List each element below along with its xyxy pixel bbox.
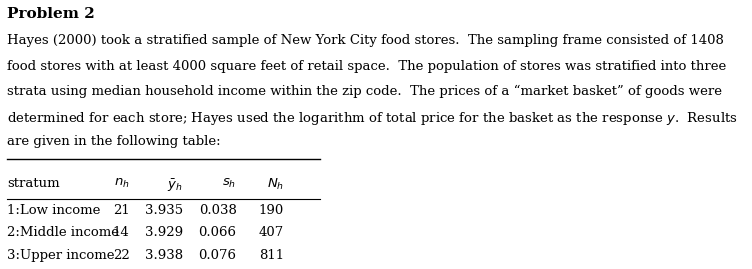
Text: 3.929: 3.929 [145, 226, 183, 239]
Text: 811: 811 [259, 249, 284, 262]
Text: 14: 14 [113, 226, 129, 239]
Text: 2:Middle income: 2:Middle income [8, 226, 120, 239]
Text: 190: 190 [259, 204, 284, 217]
Text: $n_h$: $n_h$ [114, 177, 129, 190]
Text: 21: 21 [113, 204, 129, 217]
Text: 3:Upper income: 3:Upper income [8, 249, 115, 262]
Text: stratum: stratum [8, 177, 60, 190]
Text: 3.938: 3.938 [145, 249, 183, 262]
Text: 22: 22 [113, 249, 129, 262]
Text: 3.935: 3.935 [145, 204, 183, 217]
Text: determined for each store; Hayes used the logarithm of total price for the baske: determined for each store; Hayes used th… [8, 110, 738, 127]
Text: Hayes (2000) took a stratified sample of New York City food stores.  The samplin: Hayes (2000) took a stratified sample of… [8, 34, 724, 47]
Text: 0.076: 0.076 [199, 249, 237, 262]
Text: 407: 407 [259, 226, 284, 239]
Text: 1:Low income: 1:Low income [8, 204, 101, 217]
Text: are given in the following table:: are given in the following table: [8, 135, 221, 148]
Text: food stores with at least 4000 square feet of retail space.  The population of s: food stores with at least 4000 square fe… [8, 60, 726, 73]
Text: 0.038: 0.038 [199, 204, 237, 217]
Text: $s_h$: $s_h$ [223, 177, 237, 190]
Text: strata using median household income within the zip code.  The prices of a “mark: strata using median household income wit… [8, 85, 723, 98]
Text: $\bar{y}_h$: $\bar{y}_h$ [168, 177, 183, 194]
Text: $N_h$: $N_h$ [267, 177, 284, 192]
Text: 0.066: 0.066 [199, 226, 237, 239]
Text: Problem 2: Problem 2 [8, 7, 95, 21]
